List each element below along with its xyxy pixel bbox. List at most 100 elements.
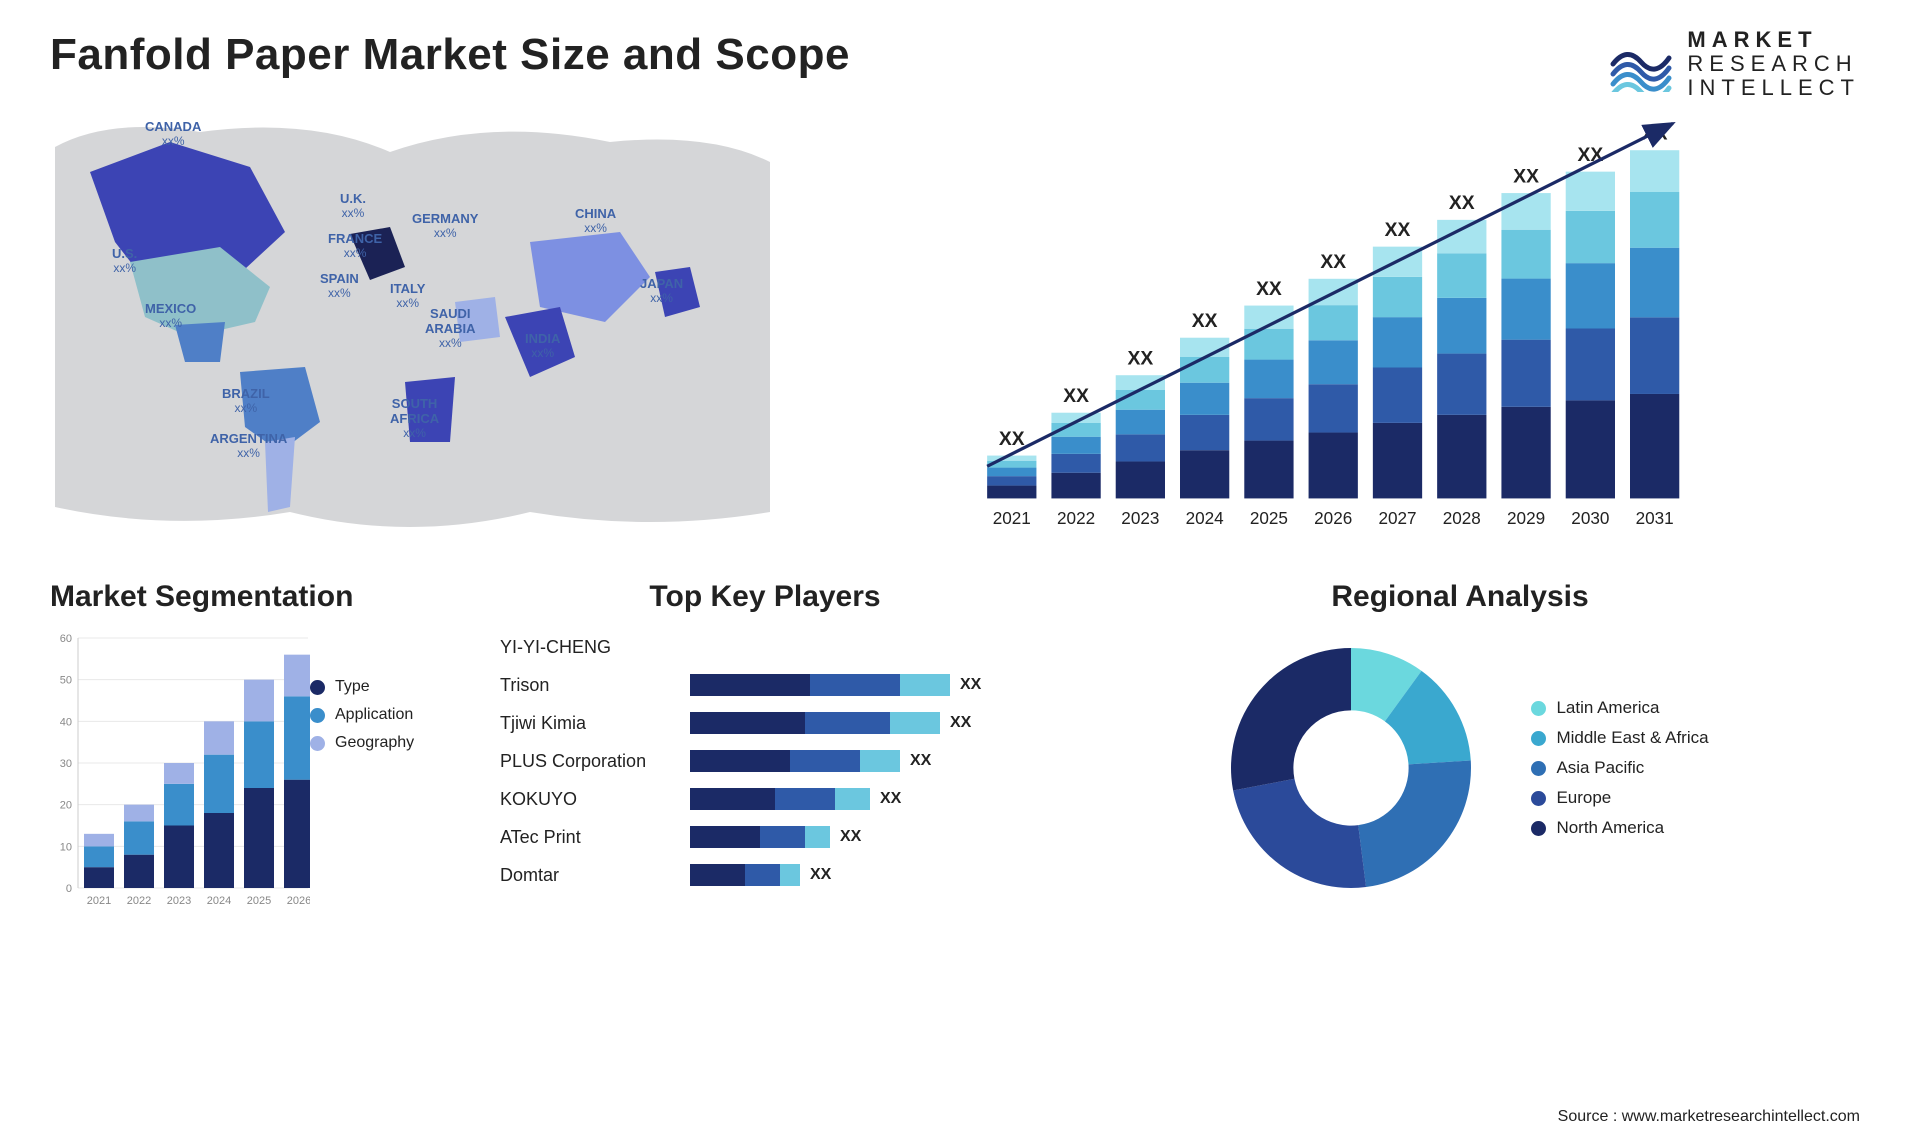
top-row: CANADAxx%U.S.xx%MEXICOxx%BRAZILxx%ARGENT… [50,102,1870,552]
bottom-row: Market Segmentation 01020304050602021202… [50,580,1870,940]
player-bar [690,712,940,734]
svg-text:2021: 2021 [993,508,1031,528]
player-value: XX [960,676,981,694]
player-bar [690,750,900,772]
source-attribution: Source : www.marketresearchintellect.com [1558,1108,1860,1126]
svg-text:50: 50 [60,675,72,687]
svg-text:2023: 2023 [167,895,191,907]
regional-panel: Regional Analysis Latin America Middle Ea… [1050,580,1870,940]
brand-wave-icon [1609,36,1673,92]
market-size-chart: XX 2021 XX 2022 XX 2023 XX 2024 XX 2025 XX 2026 XX 20… [790,102,1870,552]
legend-item: Asia Pacific [1531,758,1708,778]
svg-text:0: 0 [66,883,72,895]
map-label: SAUDIARABIAxx% [425,307,476,351]
regional-title: Regional Analysis [1050,580,1870,614]
map-label: INDIAxx% [525,332,560,361]
map-label: GERMANYxx% [412,212,478,241]
brand-line2: RESEARCH [1687,52,1860,76]
players-title: Top Key Players [490,580,1040,614]
legend-item: Geography [310,734,414,752]
map-label: U.S.xx% [112,247,137,276]
svg-text:2031: 2031 [1636,508,1674,528]
main-chart-svg: XX 2021 XX 2022 XX 2023 XX 2024 XX 2025 XX 2026 XX 20… [790,102,1870,552]
svg-text:2024: 2024 [207,895,231,907]
map-label: FRANCExx% [328,232,382,261]
legend-item: Middle East & Africa [1531,728,1708,748]
svg-text:2023: 2023 [1121,508,1159,528]
player-name: Trison [500,675,690,696]
svg-text:2022: 2022 [1057,508,1095,528]
svg-text:10: 10 [60,841,72,853]
player-row: YI-YI-CHENG [500,628,1040,666]
player-bar [690,826,830,848]
player-value: XX [910,752,931,770]
player-row: Trison XX [500,666,1040,704]
player-bar [690,674,950,696]
player-name: Tjiwi Kimia [500,713,690,734]
player-row: PLUS Corporation XX [500,742,1040,780]
svg-text:XX: XX [1578,145,1604,166]
svg-text:XX: XX [1192,311,1218,332]
legend-item: Latin America [1531,698,1708,718]
player-name: PLUS Corporation [500,751,690,772]
svg-text:XX: XX [1513,166,1539,187]
legend-item: North America [1531,818,1708,838]
player-name: ATec Print [500,827,690,848]
player-row: Tjiwi Kimia XX [500,704,1040,742]
svg-text:40: 40 [60,716,72,728]
player-value: XX [810,866,831,884]
map-label: BRAZILxx% [222,387,270,416]
player-bar [690,788,870,810]
brand-line1: MARKET [1687,28,1860,52]
brand-logo: MARKET RESEARCH INTELLECT [1609,28,1860,99]
player-name: Domtar [500,865,690,886]
brand-text: MARKET RESEARCH INTELLECT [1687,28,1860,99]
svg-text:2025: 2025 [247,895,271,907]
players-panel: Top Key Players YI-YI-CHENGTrisonXXTjiwi… [490,580,1040,940]
map-label: CHINAxx% [575,207,616,236]
legend-item: Europe [1531,788,1708,808]
svg-text:XX: XX [1449,193,1475,214]
svg-text:2022: 2022 [127,895,151,907]
svg-text:20: 20 [60,800,72,812]
svg-text:2024: 2024 [1186,508,1225,528]
svg-text:2027: 2027 [1378,508,1416,528]
svg-text:2030: 2030 [1571,508,1609,528]
map-label: ITALYxx% [390,282,425,311]
svg-text:2021: 2021 [87,895,111,907]
player-value: XX [880,790,901,808]
segmentation-panel: Market Segmentation 01020304050602021202… [50,580,480,940]
world-map: CANADAxx%U.S.xx%MEXICOxx%BRAZILxx%ARGENT… [50,102,790,552]
regional-legend: Latin America Middle East & Africa Asia Pa… [1531,688,1708,848]
svg-text:XX: XX [1128,349,1154,370]
player-value: XX [950,714,971,732]
player-bar [690,864,800,886]
map-label: SOUTHAFRICAxx% [390,397,439,441]
player-value: XX [840,828,861,846]
map-label: CANADAxx% [145,120,201,149]
svg-text:30: 30 [60,758,72,770]
player-row: KOKUYO XX [500,780,1040,818]
page-root: Fanfold Paper Market Size and Scope MARK… [0,0,1920,1146]
page-title: Fanfold Paper Market Size and Scope [50,30,1870,80]
map-label: SPAINxx% [320,272,359,301]
map-label: U.K.xx% [340,192,366,221]
segmentation-legend: Type Application Geography [310,628,414,908]
player-name: KOKUYO [500,789,690,810]
legend-item: Application [310,706,414,724]
player-row: ATec Print XX [500,818,1040,856]
svg-text:2026: 2026 [287,895,310,907]
player-name: YI-YI-CHENG [500,637,690,658]
players-body: YI-YI-CHENGTrisonXXTjiwi KimiaXXPLUS Cor… [490,628,1040,894]
map-label: JAPANxx% [640,277,683,306]
svg-text:2029: 2029 [1507,508,1545,528]
svg-text:2025: 2025 [1250,508,1288,528]
segmentation-chart: 0 10 20 30 40 50 60 2021 2022 2023 2024 2025 2026 [50,628,310,908]
legend-item: Type [310,678,414,696]
svg-text:XX: XX [1385,220,1411,241]
svg-text:60: 60 [60,633,72,645]
svg-text:XX: XX [1256,279,1282,300]
regional-donut [1211,628,1491,908]
svg-text:2026: 2026 [1314,508,1352,528]
brand-line3: INTELLECT [1687,76,1860,100]
